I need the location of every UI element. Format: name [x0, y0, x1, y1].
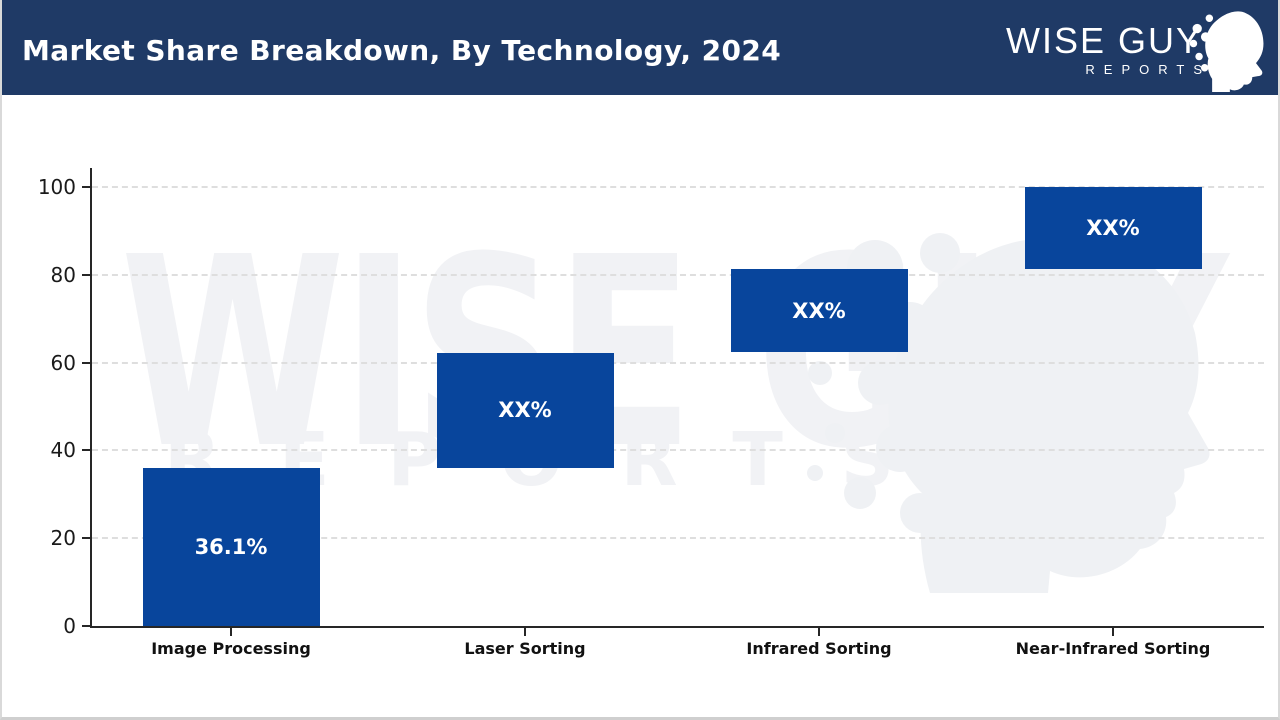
- bar-segment: XX%: [730, 268, 908, 353]
- x-tick-mark: [1112, 628, 1114, 636]
- gridline: [92, 537, 1264, 540]
- bar-segment: XX%: [436, 352, 614, 468]
- bar-value-label: XX%: [498, 398, 552, 422]
- x-category-label: Image Processing: [151, 639, 311, 658]
- y-tick-label: 40: [50, 438, 76, 463]
- bar-value-label: 36.1%: [194, 534, 268, 559]
- y-tick-mark: [82, 625, 90, 627]
- x-category-label: Near-Infrared Sorting: [1015, 639, 1211, 658]
- y-tick-label: 20: [50, 526, 76, 551]
- x-axis-line: [90, 626, 1264, 628]
- bar-segment: 36.1%: [142, 467, 320, 626]
- y-tick-mark: [82, 449, 90, 452]
- x-tick-mark: [524, 628, 526, 636]
- page-title: Market Share Breakdown, By Technology, 2…: [22, 34, 782, 67]
- y-axis-line: [90, 168, 92, 628]
- brand-logo: WISE GUY REPORTS: [1006, 3, 1278, 93]
- y-tick-label: 60: [50, 350, 76, 375]
- y-tick-mark: [82, 537, 90, 540]
- x-category-label: Infrared Sorting: [746, 639, 892, 658]
- gridline: [92, 361, 1264, 364]
- y-tick-label: 100: [37, 175, 76, 199]
- chart-canvas: WISE GUY REPORTS 36.1%XX%XX%XX% 02040608…: [2, 95, 1278, 717]
- gridline: [92, 186, 1264, 188]
- y-tick-label: 80: [50, 262, 76, 287]
- x-tick-mark: [818, 628, 820, 636]
- bar-value-label: XX%: [792, 298, 846, 323]
- x-tick-mark: [230, 628, 232, 636]
- y-tick-mark: [82, 361, 90, 364]
- brand-face-icon: [1189, 10, 1264, 92]
- x-category-label: Laser Sorting: [464, 639, 586, 658]
- y-tick-mark: [82, 186, 90, 188]
- header: Market Share Breakdown, By Technology, 2…: [2, 0, 1278, 95]
- bar-segment: XX%: [1024, 187, 1202, 269]
- y-tick-label: 0: [63, 614, 76, 638]
- brand-name: WISE GUY: [1005, 19, 1202, 61]
- y-tick-mark: [82, 273, 90, 276]
- brand-logo-text: WISE GUY REPORTS: [1005, 19, 1202, 77]
- gridline: [92, 449, 1264, 452]
- gridline: [92, 273, 1264, 276]
- bar-value-label: XX%: [1086, 215, 1140, 240]
- brand-tagline: REPORTS: [1085, 61, 1211, 77]
